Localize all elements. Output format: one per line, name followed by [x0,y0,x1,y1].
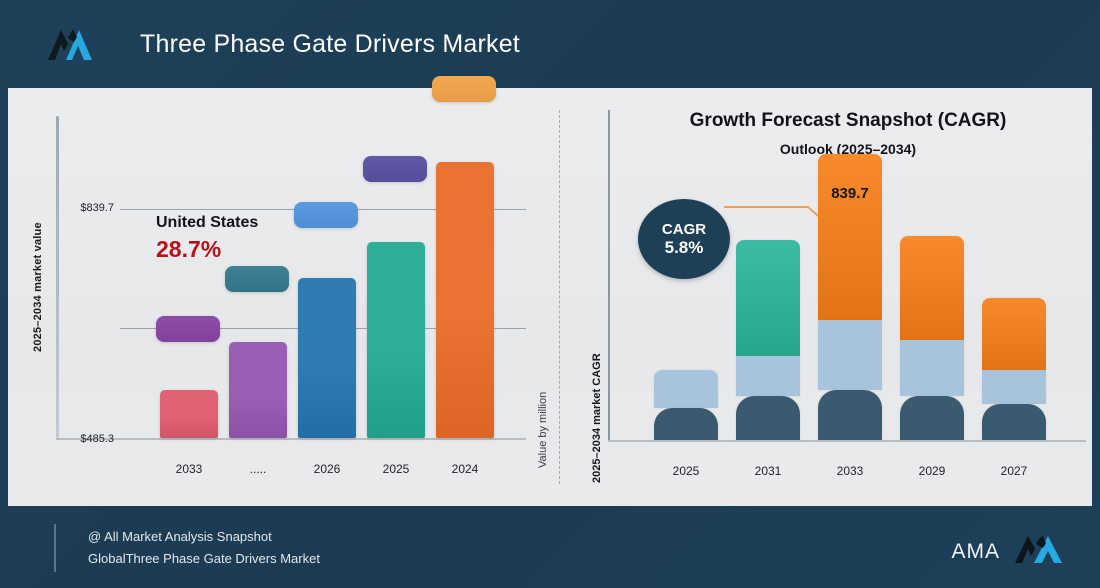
right-y-axis [608,110,610,440]
content-card: 2025–2034 market value United States 28.… [8,76,1092,506]
footer-line-2: GlobalThree Phase Gate Drivers Market [88,551,320,566]
ama-mountain-logo-icon [44,24,96,64]
right-bar-column [654,370,718,440]
left-bar-cap [432,76,496,102]
y-tick-lower: $485.3 [80,433,114,445]
footer-bar: @ All Market Analysis Snapshot GlobalThr… [0,506,1100,588]
right-bar-segment-top [982,298,1046,370]
right-bar-segment-middle [654,370,718,408]
right-bar-segment-middle [900,340,964,396]
right-bar-column: 839.7 [818,154,882,440]
left-bar-cap [363,156,427,182]
left-chart-panel: 2025–2034 market value United States 28.… [8,76,560,506]
left-bar-cap [225,266,289,292]
right-y-axis-label: 2025–2034 market CAGR [591,353,603,483]
country-cagr-value: 28.7% [156,236,222,262]
panel-divider [559,110,560,484]
left-bar-cap [156,316,220,342]
left-x-tick-label: 2033 [175,462,203,476]
right-x-tick-label: 2029 [918,464,946,478]
left-x-tick-label: 2025 [382,462,410,476]
right-bar-column [982,298,1046,440]
right-bar-segment-base [982,404,1046,440]
right-x-axis [608,440,1086,442]
left-bar [367,242,425,438]
right-bar-segment-base [900,396,964,440]
right-bar-segment-middle [818,320,882,390]
left-bar [436,162,494,438]
left-y-axis [56,116,59,438]
right-bar-segment-middle [982,370,1046,404]
right-x-tick-label: 2025 [672,464,700,478]
right-chart-title: Growth Forecast Snapshot (CAGR) [689,110,1007,131]
right-x-tick-label: 2027 [1000,464,1028,478]
ama-mountain-logo-icon [1012,532,1068,571]
right-bar-segment-middle [736,356,800,396]
right-bar-column [900,236,964,440]
right-bar-column [736,240,800,440]
cagr-badge-title: CAGR [661,220,707,238]
footer-text-block: @ All Market Analysis Snapshot GlobalThr… [88,526,320,570]
y-tick-upper: $839.7 [80,202,114,214]
footer-line-1: @ All Market Analysis Snapshot [88,529,272,544]
cagr-badge-value: 5.8% [664,237,704,257]
left-y-axis-label: 2025–2034 market value [32,222,44,352]
right-bar-segment-base [736,396,800,440]
header-bar: Three Phase Gate Drivers Market [0,0,1100,88]
right-chart-subtitle: Outlook (2025–2034) [779,141,917,157]
right-x-tick-label: 2031 [754,464,782,478]
cagr-badge: CAGR 5.8% [638,199,730,279]
value-unit-label: Value by million [537,391,549,468]
left-bar [160,390,218,438]
left-bar [229,342,287,438]
right-bar-value-label: 839.7 [831,185,869,202]
right-bar-segment-base [654,408,718,440]
left-x-tick-label: 2026 [313,462,341,476]
page-title: Three Phase Gate Drivers Market [140,29,520,58]
left-bar [298,278,356,438]
right-bar-segment-top [900,236,964,340]
right-bar-segment-base [818,390,882,440]
country-label: United States [156,214,259,231]
footer-accent-rule [54,524,56,572]
left-bar-cap [294,202,358,228]
right-bar-segment-top [818,154,882,320]
left-x-tick-label: 2024 [451,462,479,476]
right-bar-segment-top [736,240,800,356]
left-x-axis [56,438,526,440]
left-x-tick-label: ..... [249,462,267,476]
footer-brand-text: AMA [951,539,1000,563]
right-chart-panel: Growth Forecast Snapshot (CAGR) Outlook … [604,88,1092,506]
footer-brand: AMA [951,532,1068,571]
right-x-tick-label: 2033 [836,464,864,478]
